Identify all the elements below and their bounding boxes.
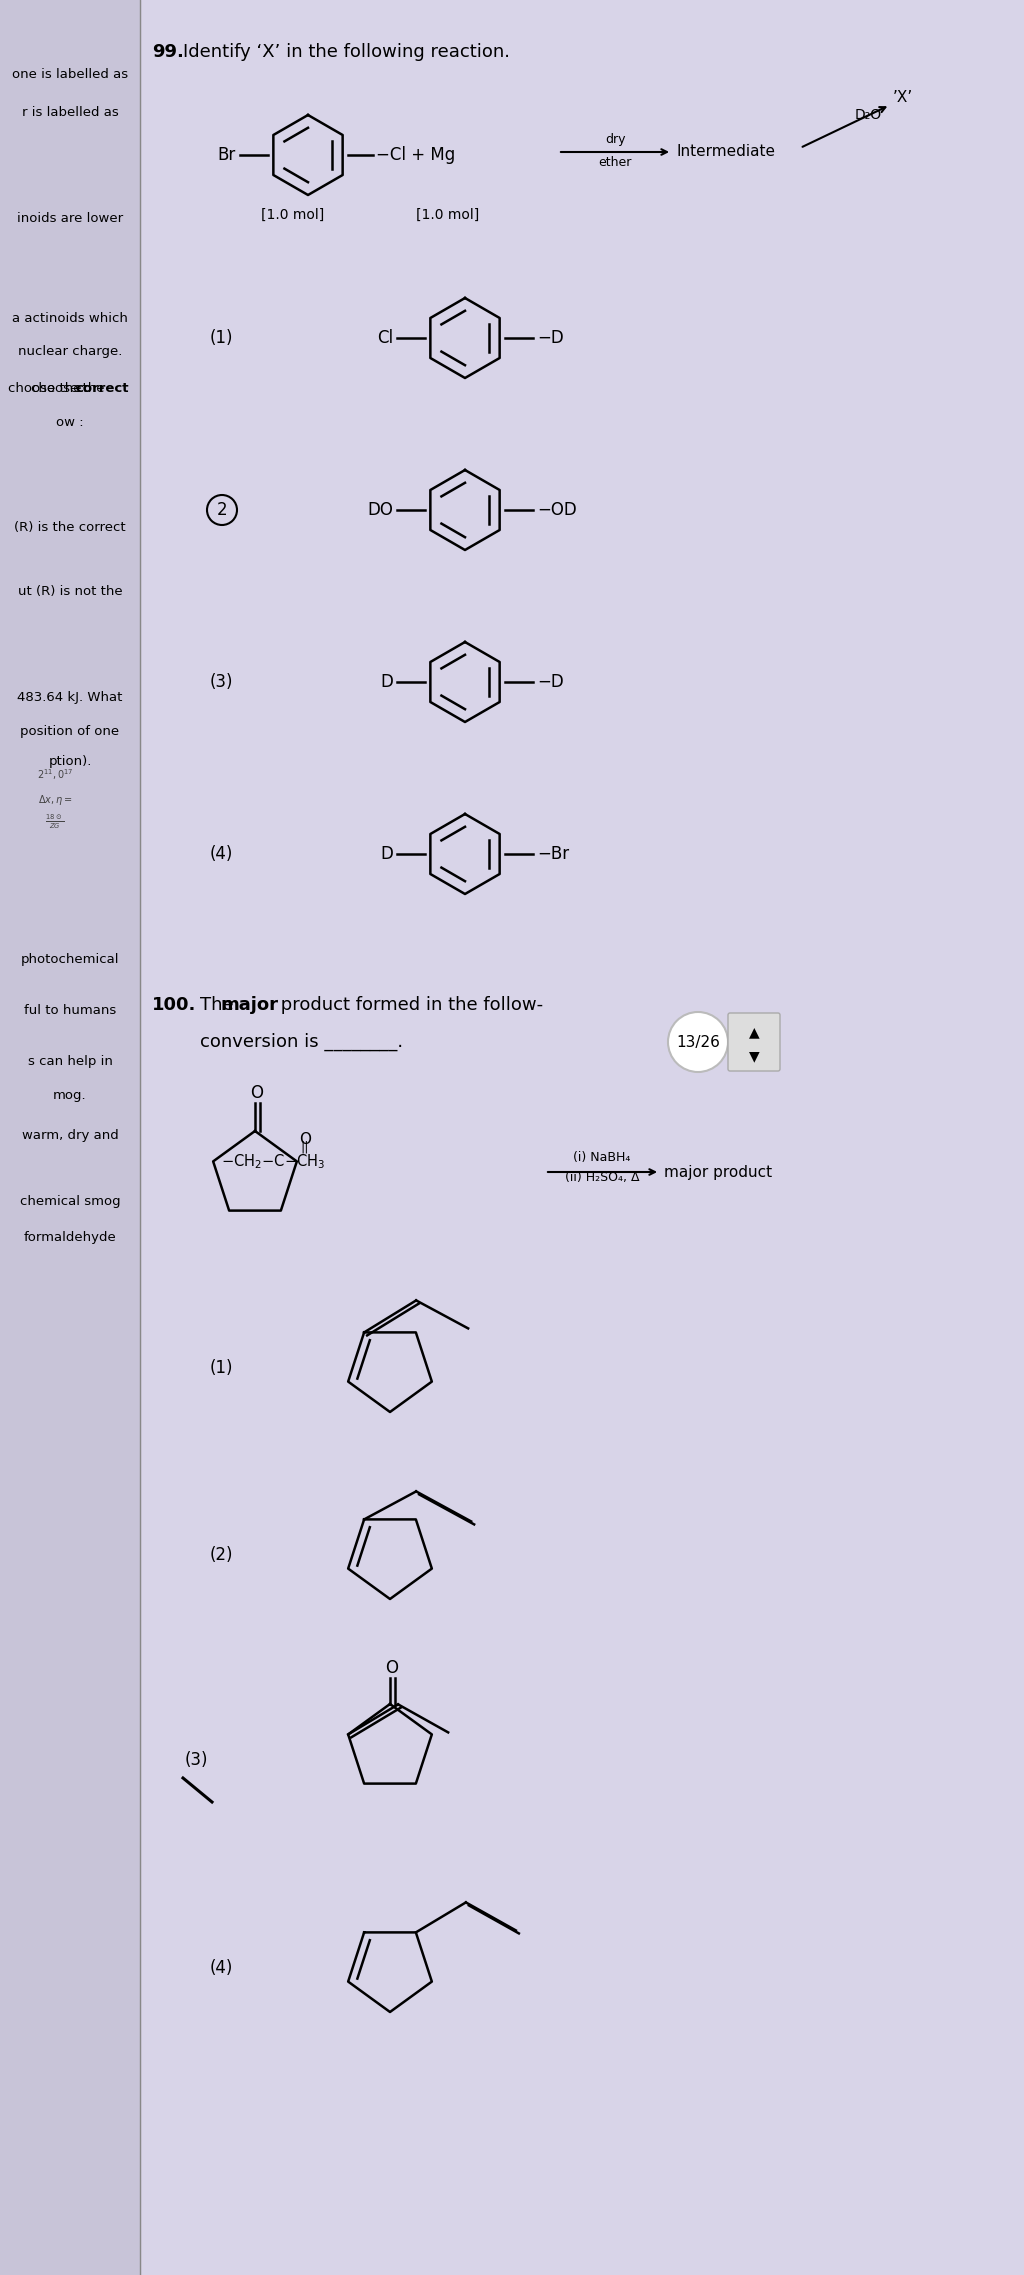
- Text: ful to humans: ful to humans: [24, 1003, 116, 1017]
- Text: (3): (3): [185, 1752, 209, 1770]
- FancyBboxPatch shape: [728, 1012, 780, 1072]
- Text: −Br: −Br: [537, 844, 569, 862]
- Text: −D: −D: [537, 330, 564, 348]
- Text: O: O: [251, 1083, 263, 1101]
- Bar: [0, 0, 140, 2275]
- Text: (4): (4): [210, 1959, 233, 1977]
- Circle shape: [668, 1012, 728, 1072]
- Text: [1.0 mol]: [1.0 mol]: [417, 207, 479, 223]
- Text: $-$CH$_2$$-$C$-$CH$_3$: $-$CH$_2$$-$C$-$CH$_3$: [221, 1151, 326, 1172]
- Text: ption).: ption).: [48, 755, 92, 769]
- Text: −OD: −OD: [537, 500, 577, 519]
- Text: −Cl + Mg: −Cl + Mg: [376, 146, 456, 164]
- Text: warm, dry and: warm, dry and: [22, 1128, 119, 1142]
- Text: Intermediate: Intermediate: [676, 146, 775, 159]
- Text: ut (R) is not the: ut (R) is not the: [17, 585, 122, 598]
- Text: 483.64 kJ. What: 483.64 kJ. What: [17, 692, 123, 705]
- Text: a actinoids which: a actinoids which: [12, 312, 128, 325]
- Text: major product: major product: [664, 1165, 772, 1178]
- Text: [1.0 mol]: [1.0 mol]: [261, 207, 325, 223]
- Text: inoids are lower: inoids are lower: [17, 212, 123, 225]
- Text: photochemical: photochemical: [20, 953, 119, 967]
- Text: choose the: choose the: [31, 382, 109, 394]
- Text: (2): (2): [210, 1547, 233, 1563]
- Text: conversion is ________.: conversion is ________.: [200, 1033, 403, 1051]
- Text: ow :: ow :: [56, 416, 84, 428]
- Text: ||: ||: [300, 1140, 308, 1153]
- Text: (R) is the correct: (R) is the correct: [14, 521, 126, 535]
- Text: −D: −D: [537, 673, 564, 692]
- Text: Br: Br: [218, 146, 236, 164]
- Text: D₂O: D₂O: [855, 107, 882, 123]
- Text: Identify ‘X’ in the following reaction.: Identify ‘X’ in the following reaction.: [183, 43, 510, 61]
- Text: ▼: ▼: [749, 1049, 760, 1062]
- Text: (i) NaBH₄: (i) NaBH₄: [573, 1151, 631, 1165]
- Text: (ii) H₂SO₄, Δ: (ii) H₂SO₄, Δ: [565, 1172, 639, 1185]
- Text: mog.: mog.: [53, 1090, 87, 1103]
- Text: (3): (3): [210, 673, 233, 692]
- Text: (1): (1): [210, 1358, 233, 1376]
- Text: s can help in: s can help in: [28, 1056, 113, 1069]
- Text: formaldehyde: formaldehyde: [24, 1231, 117, 1244]
- Text: choose the: choose the: [8, 382, 86, 394]
- Text: major: major: [220, 996, 278, 1015]
- Text: Cl: Cl: [377, 330, 393, 348]
- Text: ether: ether: [598, 155, 632, 168]
- Text: position of one: position of one: [20, 726, 120, 739]
- Text: O: O: [299, 1133, 311, 1147]
- Text: nuclear charge.: nuclear charge.: [17, 346, 122, 359]
- Text: $2^{11},0^{17}$: $2^{11},0^{17}$: [37, 767, 74, 783]
- Text: r is labelled as: r is labelled as: [22, 105, 119, 118]
- Text: ’X’: ’X’: [893, 91, 913, 105]
- Text: correct: correct: [75, 382, 128, 394]
- Text: product formed in the follow-: product formed in the follow-: [275, 996, 543, 1015]
- Text: (1): (1): [210, 330, 233, 348]
- Text: D: D: [380, 673, 393, 692]
- Text: 2: 2: [217, 500, 227, 519]
- Text: $\Delta x, \eta =$: $\Delta x, \eta =$: [38, 794, 73, 808]
- Text: DO: DO: [368, 500, 393, 519]
- Text: dry: dry: [605, 134, 626, 146]
- Text: 13/26: 13/26: [676, 1035, 720, 1049]
- Text: D: D: [380, 844, 393, 862]
- Text: chemical smog: chemical smog: [19, 1194, 120, 1208]
- Text: (4): (4): [210, 844, 233, 862]
- Text: ▲: ▲: [749, 1026, 760, 1040]
- Text: 100.: 100.: [152, 996, 197, 1015]
- Text: one is labelled as: one is labelled as: [12, 68, 128, 82]
- Text: $\frac{18\odot}{ZG}$: $\frac{18\odot}{ZG}$: [45, 812, 65, 830]
- Text: The: The: [200, 996, 240, 1015]
- Text: 99.: 99.: [152, 43, 184, 61]
- Text: O: O: [385, 1658, 398, 1677]
